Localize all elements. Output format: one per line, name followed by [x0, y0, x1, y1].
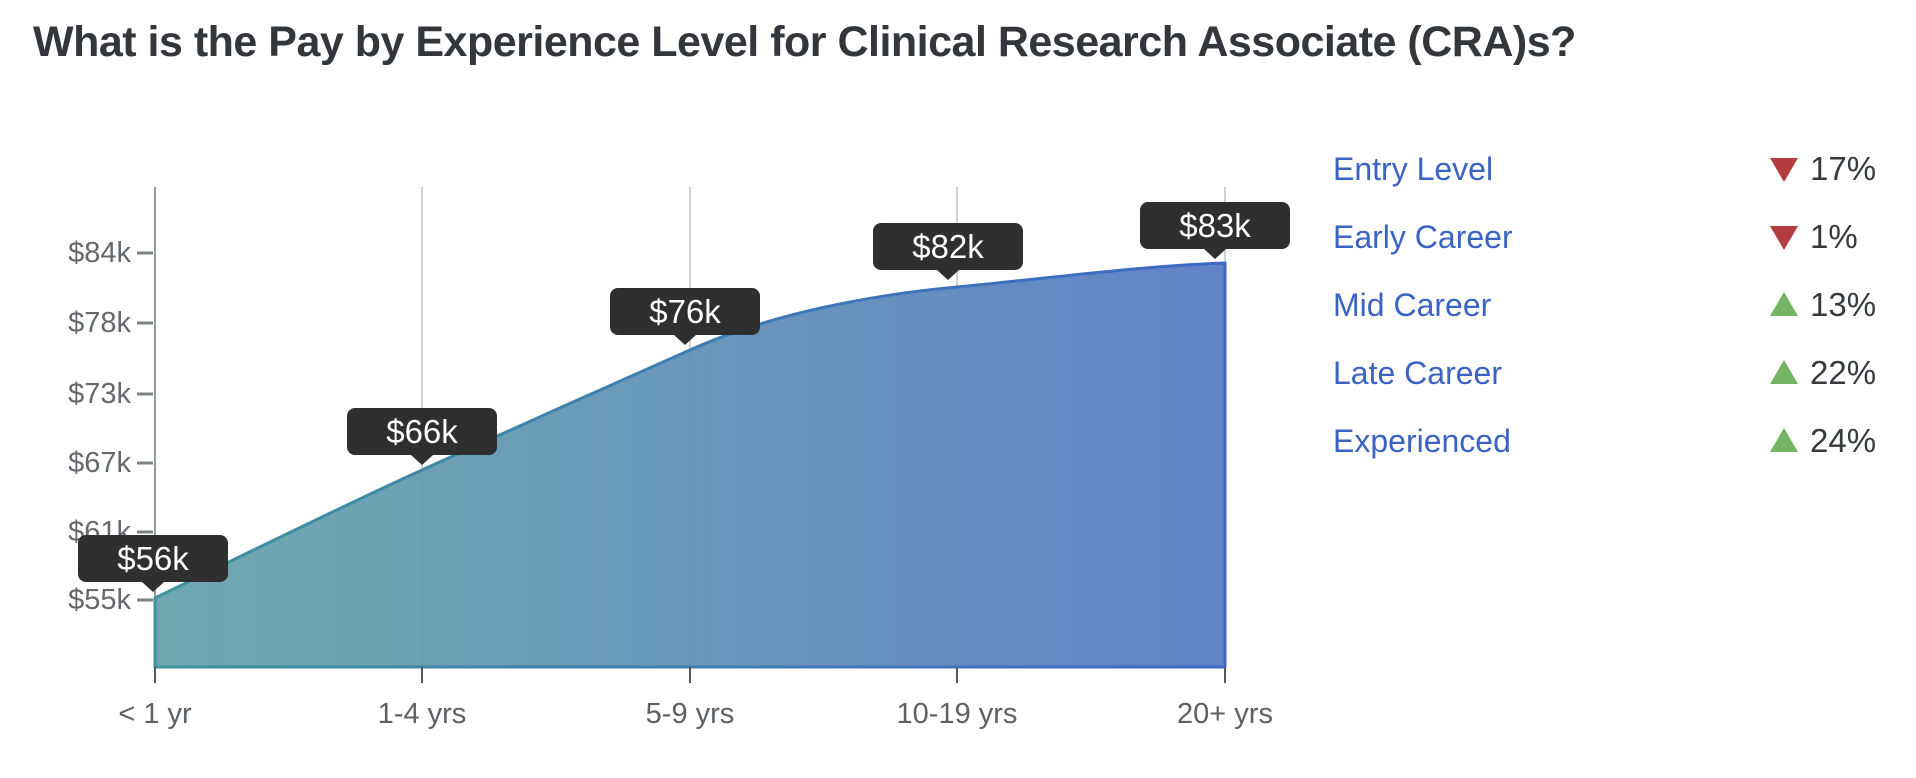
area-series[interactable]	[153, 261, 1227, 669]
y-axis-ticks	[137, 251, 153, 602]
legend-link-entry-level[interactable]: Entry Level	[1333, 151, 1494, 187]
legend-row: Mid Career 13%	[1333, 281, 1903, 329]
page-title: What is the Pay by Experience Level for …	[33, 18, 1576, 66]
legend-link-late-career[interactable]: Late Career	[1333, 355, 1502, 391]
x-axis-label: < 1 yr	[118, 698, 192, 730]
x-axis-label: 5-9 yrs	[645, 698, 735, 730]
x-axis-label: 10-19 yrs	[896, 698, 1018, 730]
legend-row: Experienced 24%	[1333, 417, 1903, 465]
legend-link-early-career[interactable]: Early Career	[1333, 219, 1513, 255]
change-percent: 17%	[1810, 150, 1877, 187]
change-percent: 22%	[1810, 354, 1877, 391]
change-percent: 24%	[1810, 422, 1877, 459]
data-label-tooltip: $83k	[1140, 202, 1290, 259]
legend-row: Early Career 1%	[1333, 213, 1903, 261]
increase-arrow-icon	[1770, 428, 1798, 452]
decrease-arrow-icon	[1770, 158, 1798, 182]
y-axis-label: $84k	[68, 237, 131, 269]
change-percent: 13%	[1810, 286, 1877, 323]
legend-row: Late Career 22%	[1333, 349, 1903, 397]
x-axis-ticks	[154, 667, 1226, 683]
y-axis-label: $67k	[68, 447, 131, 479]
y-axis-label: $73k	[68, 378, 131, 410]
data-label-tooltip: $66k	[347, 408, 497, 465]
increase-arrow-icon	[1770, 360, 1798, 384]
y-axis-label: $78k	[68, 307, 131, 339]
x-axis-label: 1-4 yrs	[377, 698, 467, 730]
decrease-arrow-icon	[1770, 226, 1798, 250]
change-percent: 1%	[1810, 218, 1858, 255]
legend-link-mid-career[interactable]: Mid Career	[1333, 287, 1492, 323]
legend-row: Entry Level 17%	[1333, 145, 1903, 193]
y-axis-label: $55k	[68, 584, 131, 616]
legend-link-experienced[interactable]: Experienced	[1333, 423, 1511, 459]
increase-arrow-icon	[1770, 292, 1798, 316]
data-label-tooltip: $76k	[610, 288, 760, 345]
x-axis-label: 20+ yrs	[1177, 698, 1273, 730]
data-label-tooltip: $56k	[78, 535, 228, 592]
data-label-tooltip: $82k	[873, 223, 1023, 280]
